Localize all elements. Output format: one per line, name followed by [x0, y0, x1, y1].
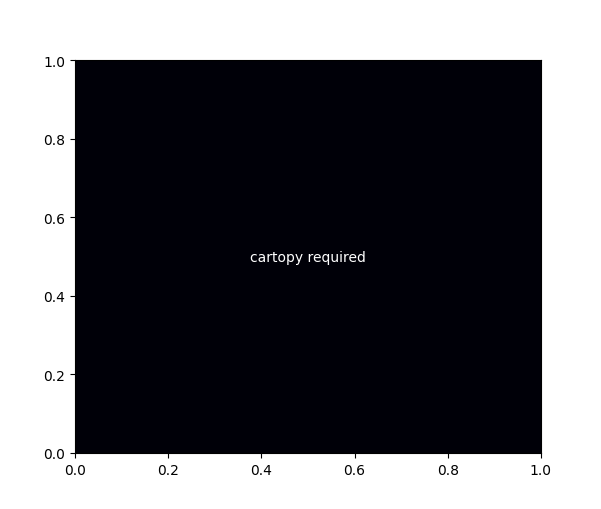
Text: cartopy required: cartopy required: [250, 250, 366, 264]
